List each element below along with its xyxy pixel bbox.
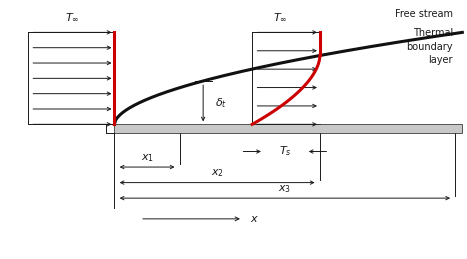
Text: Thermal
boundary
layer: Thermal boundary layer (406, 28, 453, 65)
Text: $T_s$: $T_s$ (278, 145, 291, 159)
Text: $\delta_t$: $\delta_t$ (215, 96, 227, 110)
Bar (114, 124, 462, 133)
Text: $x$: $x$ (250, 214, 259, 224)
Text: Free stream: Free stream (395, 9, 453, 19)
Text: $T_\infty$: $T_\infty$ (273, 11, 287, 23)
Text: $x_2$: $x_2$ (211, 168, 224, 179)
Text: $x_3$: $x_3$ (278, 183, 291, 195)
Text: $x_1$: $x_1$ (141, 152, 154, 164)
Text: $T_\infty$: $T_\infty$ (65, 11, 79, 23)
